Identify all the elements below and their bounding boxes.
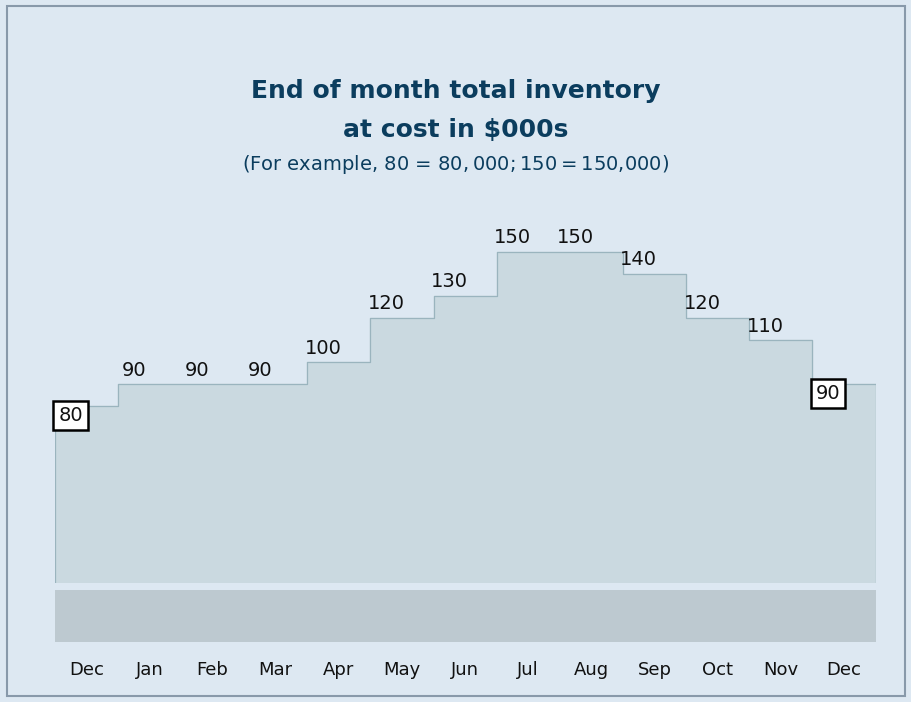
Text: at cost in $000s: at cost in $000s [343, 118, 568, 142]
Text: 90: 90 [815, 384, 840, 403]
Text: May: May [383, 661, 420, 680]
Text: Jan: Jan [136, 661, 163, 680]
Text: 90: 90 [247, 361, 272, 380]
Text: 140: 140 [619, 251, 657, 270]
Polygon shape [55, 252, 875, 583]
Text: Dec: Dec [68, 661, 104, 680]
Text: 90: 90 [184, 361, 209, 380]
Text: 150: 150 [557, 228, 594, 247]
Text: 100: 100 [304, 338, 341, 357]
Text: Apr: Apr [322, 661, 354, 680]
Text: Feb: Feb [197, 661, 229, 680]
Text: 80: 80 [58, 406, 83, 425]
Text: 110: 110 [746, 317, 783, 336]
Text: Mar: Mar [259, 661, 292, 680]
Text: 120: 120 [682, 295, 720, 314]
Text: Jun: Jun [451, 661, 478, 680]
Text: End of month total inventory: End of month total inventory [251, 79, 660, 103]
Text: Nov: Nov [763, 661, 797, 680]
Text: (For example, 80 = $80,000; 150 = $150,000): (For example, 80 = $80,000; 150 = $150,0… [242, 154, 669, 176]
Text: 150: 150 [494, 228, 530, 247]
Text: Dec: Dec [825, 661, 861, 680]
Text: Aug: Aug [573, 661, 609, 680]
Text: 120: 120 [367, 295, 404, 314]
Text: Jul: Jul [517, 661, 538, 680]
Text: Oct: Oct [701, 661, 732, 680]
Text: 130: 130 [430, 272, 467, 291]
Text: 90: 90 [121, 361, 146, 380]
Text: Sep: Sep [637, 661, 670, 680]
